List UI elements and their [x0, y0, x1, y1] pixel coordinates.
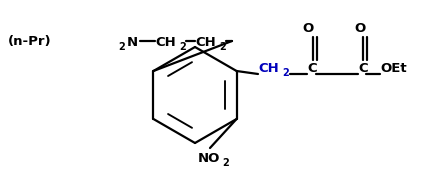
- Text: N: N: [127, 36, 138, 49]
- Text: CH: CH: [258, 62, 279, 75]
- Text: O: O: [354, 22, 365, 35]
- Text: 2: 2: [282, 68, 289, 78]
- Text: 2: 2: [118, 42, 125, 52]
- Text: CH: CH: [155, 36, 176, 49]
- Text: 2: 2: [219, 42, 226, 52]
- Text: O: O: [303, 22, 314, 35]
- Text: C: C: [307, 62, 317, 75]
- Text: NO: NO: [198, 152, 220, 165]
- Text: CH: CH: [195, 36, 216, 49]
- Text: OEt: OEt: [380, 62, 407, 75]
- Text: C: C: [358, 62, 368, 75]
- Text: 2: 2: [179, 42, 186, 52]
- Text: 2: 2: [222, 158, 229, 168]
- Text: (n-Pr): (n-Pr): [8, 35, 52, 48]
